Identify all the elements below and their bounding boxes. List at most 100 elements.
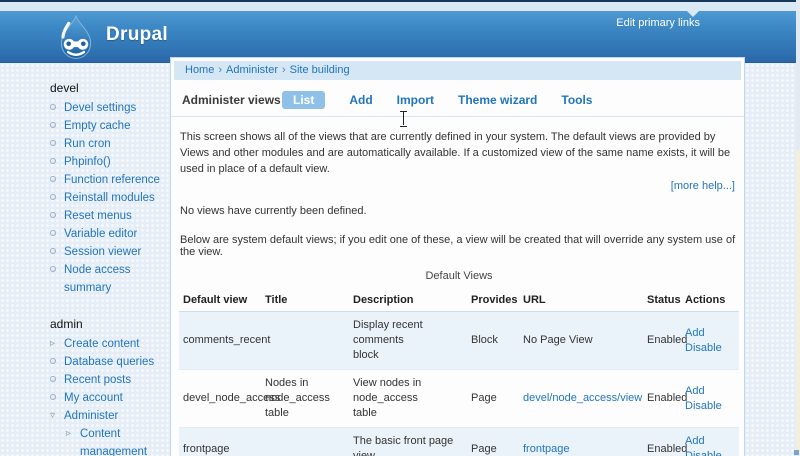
bullet-icon <box>50 358 56 364</box>
sidebar-item-run-cron: Run cron <box>50 135 164 153</box>
text-cursor-icon <box>399 111 408 127</box>
site-header: Drupal Edit primary links <box>0 11 800 63</box>
sidebar-item-devel-settings: Devel settings <box>50 99 164 117</box>
status-text: Enabled <box>643 311 687 370</box>
sidebar-section-title: admin <box>50 317 83 331</box>
breadcrumb-separator: › <box>281 64 286 76</box>
primary-links-caret-icon <box>687 11 699 17</box>
cell-default-view: frontpage <box>179 427 261 456</box>
bullet-icon <box>50 158 56 164</box>
sidebar-link-reset-menus[interactable]: Reset menus <box>64 210 132 222</box>
url-link-frontpage[interactable]: frontpage <box>523 442 570 455</box>
main-content: This screen shows all of the views that … <box>171 117 744 456</box>
sidebar-item-variable-editor: Variable editor <box>50 225 164 243</box>
breadcrumb-separator: › <box>218 64 223 76</box>
bullet-icon <box>50 394 56 400</box>
tab-import[interactable]: Import <box>396 93 435 107</box>
bullet-icon <box>50 122 56 128</box>
more-help-link[interactable]: [more help...] <box>670 180 735 192</box>
table-row-comments_recent: comments_recent Display recent comments b… <box>179 311 739 370</box>
window-top-line <box>0 0 800 2</box>
url-link-devel-node-access-view[interactable]: devel/node_access/view <box>523 392 643 404</box>
sidebar-section-admin: admin ▹ Create content Database queries Rece… <box>50 315 164 456</box>
table-row-devel_node_access: devel_node_access Nodes in node_access ta… <box>179 369 739 428</box>
sidebar-link-recent-posts[interactable]: Recent posts <box>64 374 132 386</box>
cell-title: Nodes in node_access table <box>261 369 349 428</box>
sidebar-item-recent-posts: Recent posts <box>50 371 164 389</box>
sidebar-item-content-management: ▹ Content management <box>66 425 164 456</box>
action-disable-link[interactable]: Disable <box>685 341 722 354</box>
cell-provides: Block <box>467 311 519 370</box>
action-add-link[interactable]: Add <box>685 435 705 447</box>
status-text: Enabled <box>643 427 687 456</box>
resize-grip <box>794 450 799 455</box>
tab-list[interactable]: List <box>282 91 326 109</box>
cell-actions: Add Disable <box>681 369 739 428</box>
druplicon-logo-icon <box>55 14 97 61</box>
tab-theme-wizard[interactable]: Theme wizard <box>458 93 538 107</box>
status-text: Enabled <box>643 369 687 428</box>
cell-title <box>261 311 349 370</box>
cell-url: devel/node_access/view <box>519 369 643 428</box>
cell-default-view: devel_node_access <box>179 369 280 428</box>
action-add-link[interactable]: Add <box>685 384 705 397</box>
sidebar-section-title: devel <box>50 81 79 95</box>
default-views-table: Default Views Default view Title Descripti… <box>179 263 739 456</box>
sidebar-link-reinstall-modules[interactable]: Reinstall modules <box>64 192 155 204</box>
default-views-note-text: Below are system default views; if you e… <box>180 234 736 258</box>
sidebar-link-node-access-summary[interactable]: Node access summary <box>64 264 131 294</box>
sidebar-item-create-content: ▹ Create content <box>50 335 164 353</box>
sidebar-link-session-viewer[interactable]: Session viewer <box>64 246 142 258</box>
window-edge <box>796 0 800 150</box>
bullet-icon <box>50 248 56 254</box>
page-title: Administer views <box>182 93 281 107</box>
sidebar-item-empty-cache: Empty cache <box>50 117 164 135</box>
tab-add[interactable]: Add <box>349 93 373 107</box>
bullet-icon <box>50 266 56 272</box>
site-name: Drupal <box>106 24 168 45</box>
sidebar-item-database-queries: Database queries <box>50 353 164 371</box>
breadcrumb-link-home[interactable]: Home <box>185 64 215 76</box>
breadcrumb-link-administer[interactable]: Administer <box>226 64 278 76</box>
sidebar-link-create-content[interactable]: Create content <box>64 338 140 350</box>
top-strip <box>0 2 800 11</box>
sidebar-item-my-account: My account <box>50 389 164 407</box>
sidebar-link-administer[interactable]: Administer <box>64 410 119 422</box>
cell-actions: Add Disable <box>681 427 739 456</box>
bullet-icon <box>50 104 56 110</box>
sidebar-link-database-queries[interactable]: Database queries <box>64 356 155 368</box>
column-header-default-view: Default view <box>179 288 261 312</box>
content-panel: Home › Administer › Site building Administer… <box>170 57 745 456</box>
action-disable-link[interactable]: Disable <box>685 450 722 456</box>
action-add-link[interactable]: Add <box>685 326 705 339</box>
sidebar-link-empty-cache[interactable]: Empty cache <box>64 120 131 132</box>
cell-title <box>261 427 349 456</box>
sidebar-link-devel-settings[interactable]: Devel settings <box>64 102 137 114</box>
chevron-expanded-icon: ▿ <box>50 410 56 421</box>
sidebar: devel Devel settings Empty cache Run cron Ph… <box>0 63 170 456</box>
chevron-collapsed-icon: ▹ <box>50 338 56 349</box>
sidebar-link-my-account[interactable]: My account <box>64 392 123 404</box>
chevron-collapsed-icon: ▹ <box>66 428 72 439</box>
breadcrumb-link-site-building[interactable]: Site building <box>289 64 350 76</box>
bullet-icon <box>50 176 56 182</box>
action-disable-link[interactable]: Disable <box>685 399 722 412</box>
sidebar-link-phpinfo[interactable]: Phpinfo() <box>64 156 111 168</box>
cell-default-view: comments_recent <box>179 311 270 370</box>
column-header-description: Description <box>349 288 467 312</box>
tab-tools[interactable]: Tools <box>561 93 593 107</box>
edit-primary-links-link[interactable]: Edit primary links <box>616 17 700 29</box>
sidebar-item-function-reference: Function reference <box>50 171 164 189</box>
sidebar-link-variable-editor[interactable]: Variable editor <box>64 228 138 240</box>
help-intro-text: This screen shows all of the views that … <box>180 131 731 175</box>
column-header-title: Title <box>261 288 349 312</box>
sidebar-item-reinstall-modules: Reinstall modules <box>50 189 164 207</box>
sidebar-link-run-cron[interactable]: Run cron <box>64 138 111 150</box>
cell-actions: Add Disable <box>681 311 739 370</box>
sidebar-link-function-reference[interactable]: Function reference <box>64 174 160 186</box>
cell-url: No Page View <box>519 311 643 370</box>
table-caption: Default Views <box>425 270 493 282</box>
cell-provides: Page <box>467 427 519 456</box>
sidebar-link-content-management[interactable]: Content management <box>80 428 148 456</box>
bullet-icon <box>50 194 56 200</box>
